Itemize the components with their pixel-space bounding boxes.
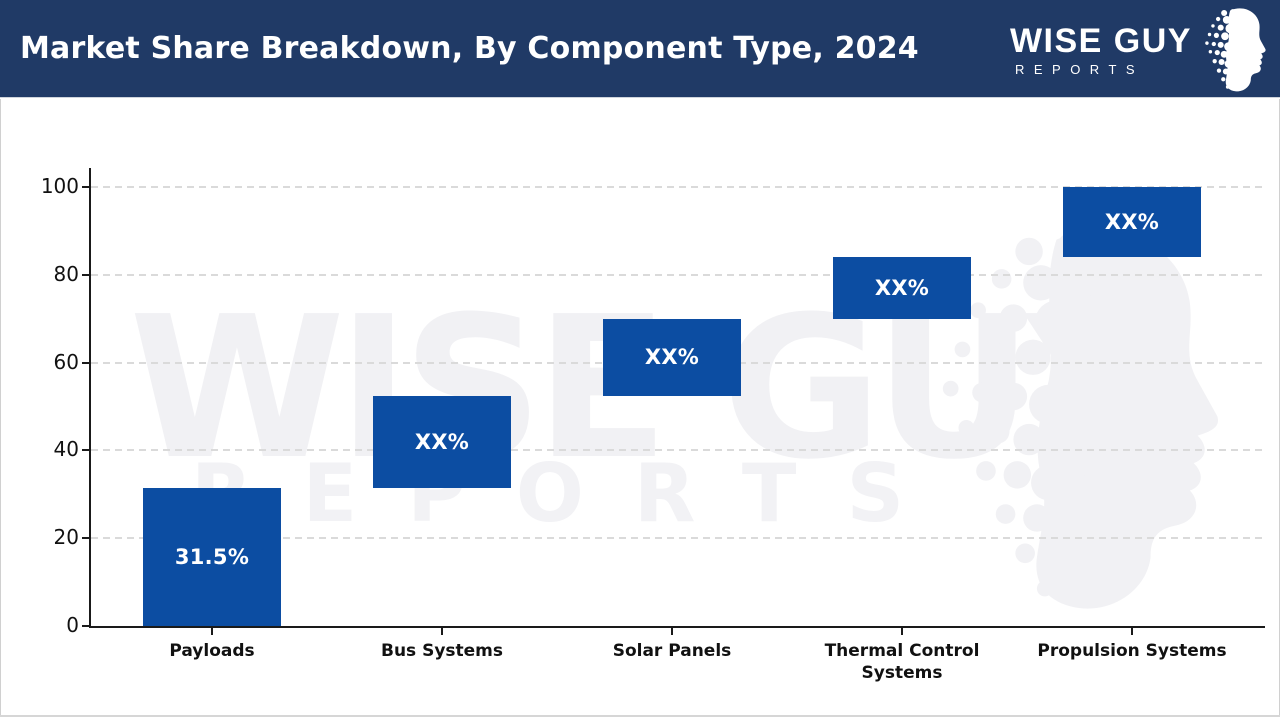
bar-thermal-control-systems-text: XX%	[874, 275, 930, 300]
gridline-100	[91, 186, 1263, 188]
category-label-line: Propulsion Systems	[1037, 641, 1227, 661]
bar-propulsion-systems-text: XX%	[1104, 210, 1160, 235]
y-tick-label-100: 100	[40, 174, 79, 198]
category-label-0: Payloads	[94, 640, 330, 662]
y-tick-60	[82, 361, 91, 364]
bar-bus-systems-text: XX%	[414, 429, 470, 454]
y-tick-100	[82, 186, 91, 188]
y-axis-line	[89, 168, 91, 628]
bar-solar-panels: XX%	[603, 318, 741, 396]
y-tick-40	[82, 449, 91, 452]
bar-solar-panels-text: XX%	[644, 345, 700, 370]
category-label-line: Solar Panels	[612, 641, 732, 661]
bar-thermal-control-systems: XX%	[833, 257, 971, 319]
bar-payloads-text: 31.5%	[174, 544, 250, 569]
bottom-divider	[0, 715, 1280, 717]
category-label-line: Bus Systems	[380, 641, 504, 661]
category-label-line: Payloads	[169, 641, 255, 661]
y-tick-label-80: 80	[53, 261, 79, 286]
watermark-subtext: REPORTS	[191, 447, 955, 540]
category-label-2: Solar Panels	[554, 640, 790, 662]
dotted-face-logo-icon	[1178, 7, 1272, 93]
chart-title: Market Share Breakdown, By Component Typ…	[20, 31, 919, 66]
y-tick-label-0: 0	[66, 613, 79, 637]
chart-canvas: WISE GUY REPORTS 0 20 40 60 80 100 31.5% Payloa…	[0, 99, 1280, 716]
brand-subname: REPORTS	[1014, 62, 1145, 77]
header-bar: Market Share Breakdown, By Component Typ…	[0, 0, 1280, 98]
y-tick-0	[82, 625, 91, 627]
bar-payloads: 31.5%	[143, 487, 281, 626]
gridline-20	[91, 537, 1263, 540]
gridline-40	[91, 449, 1263, 452]
plot-area: 0 20 40 60 80 100 31.5% Payloads XX% Bus Systems X…	[1, 99, 1279, 716]
y-tick-label-60: 60	[53, 349, 79, 374]
category-label-line: Systems	[861, 663, 943, 683]
bar-propulsion-systems: XX%	[1063, 187, 1201, 258]
category-label-line: Thermal Control	[824, 641, 980, 661]
gridline-80	[91, 273, 1263, 276]
y-tick-label-40: 40	[53, 437, 79, 462]
category-label-4: Propulsion Systems	[1014, 640, 1250, 662]
brand-logo-text: WISE GUY REPORTS	[1010, 23, 1192, 77]
x-tick-0	[211, 628, 213, 635]
x-tick-2	[671, 628, 673, 635]
y-tick-label-20: 20	[53, 525, 79, 550]
x-tick-4	[1131, 628, 1133, 635]
x-tick-1	[441, 628, 443, 635]
bar-bus-systems: XX%	[373, 395, 511, 488]
x-axis-line	[89, 626, 1265, 628]
y-tick-80	[82, 273, 91, 276]
x-tick-3	[901, 628, 903, 635]
category-label-1: Bus Systems	[324, 640, 560, 662]
brand-name: WISE GUY	[1009, 22, 1192, 60]
category-label-3: Thermal Control Systems	[784, 640, 1020, 684]
y-tick-20	[82, 537, 91, 540]
brand-logo: WISE GUY REPORTS	[1010, 6, 1272, 94]
